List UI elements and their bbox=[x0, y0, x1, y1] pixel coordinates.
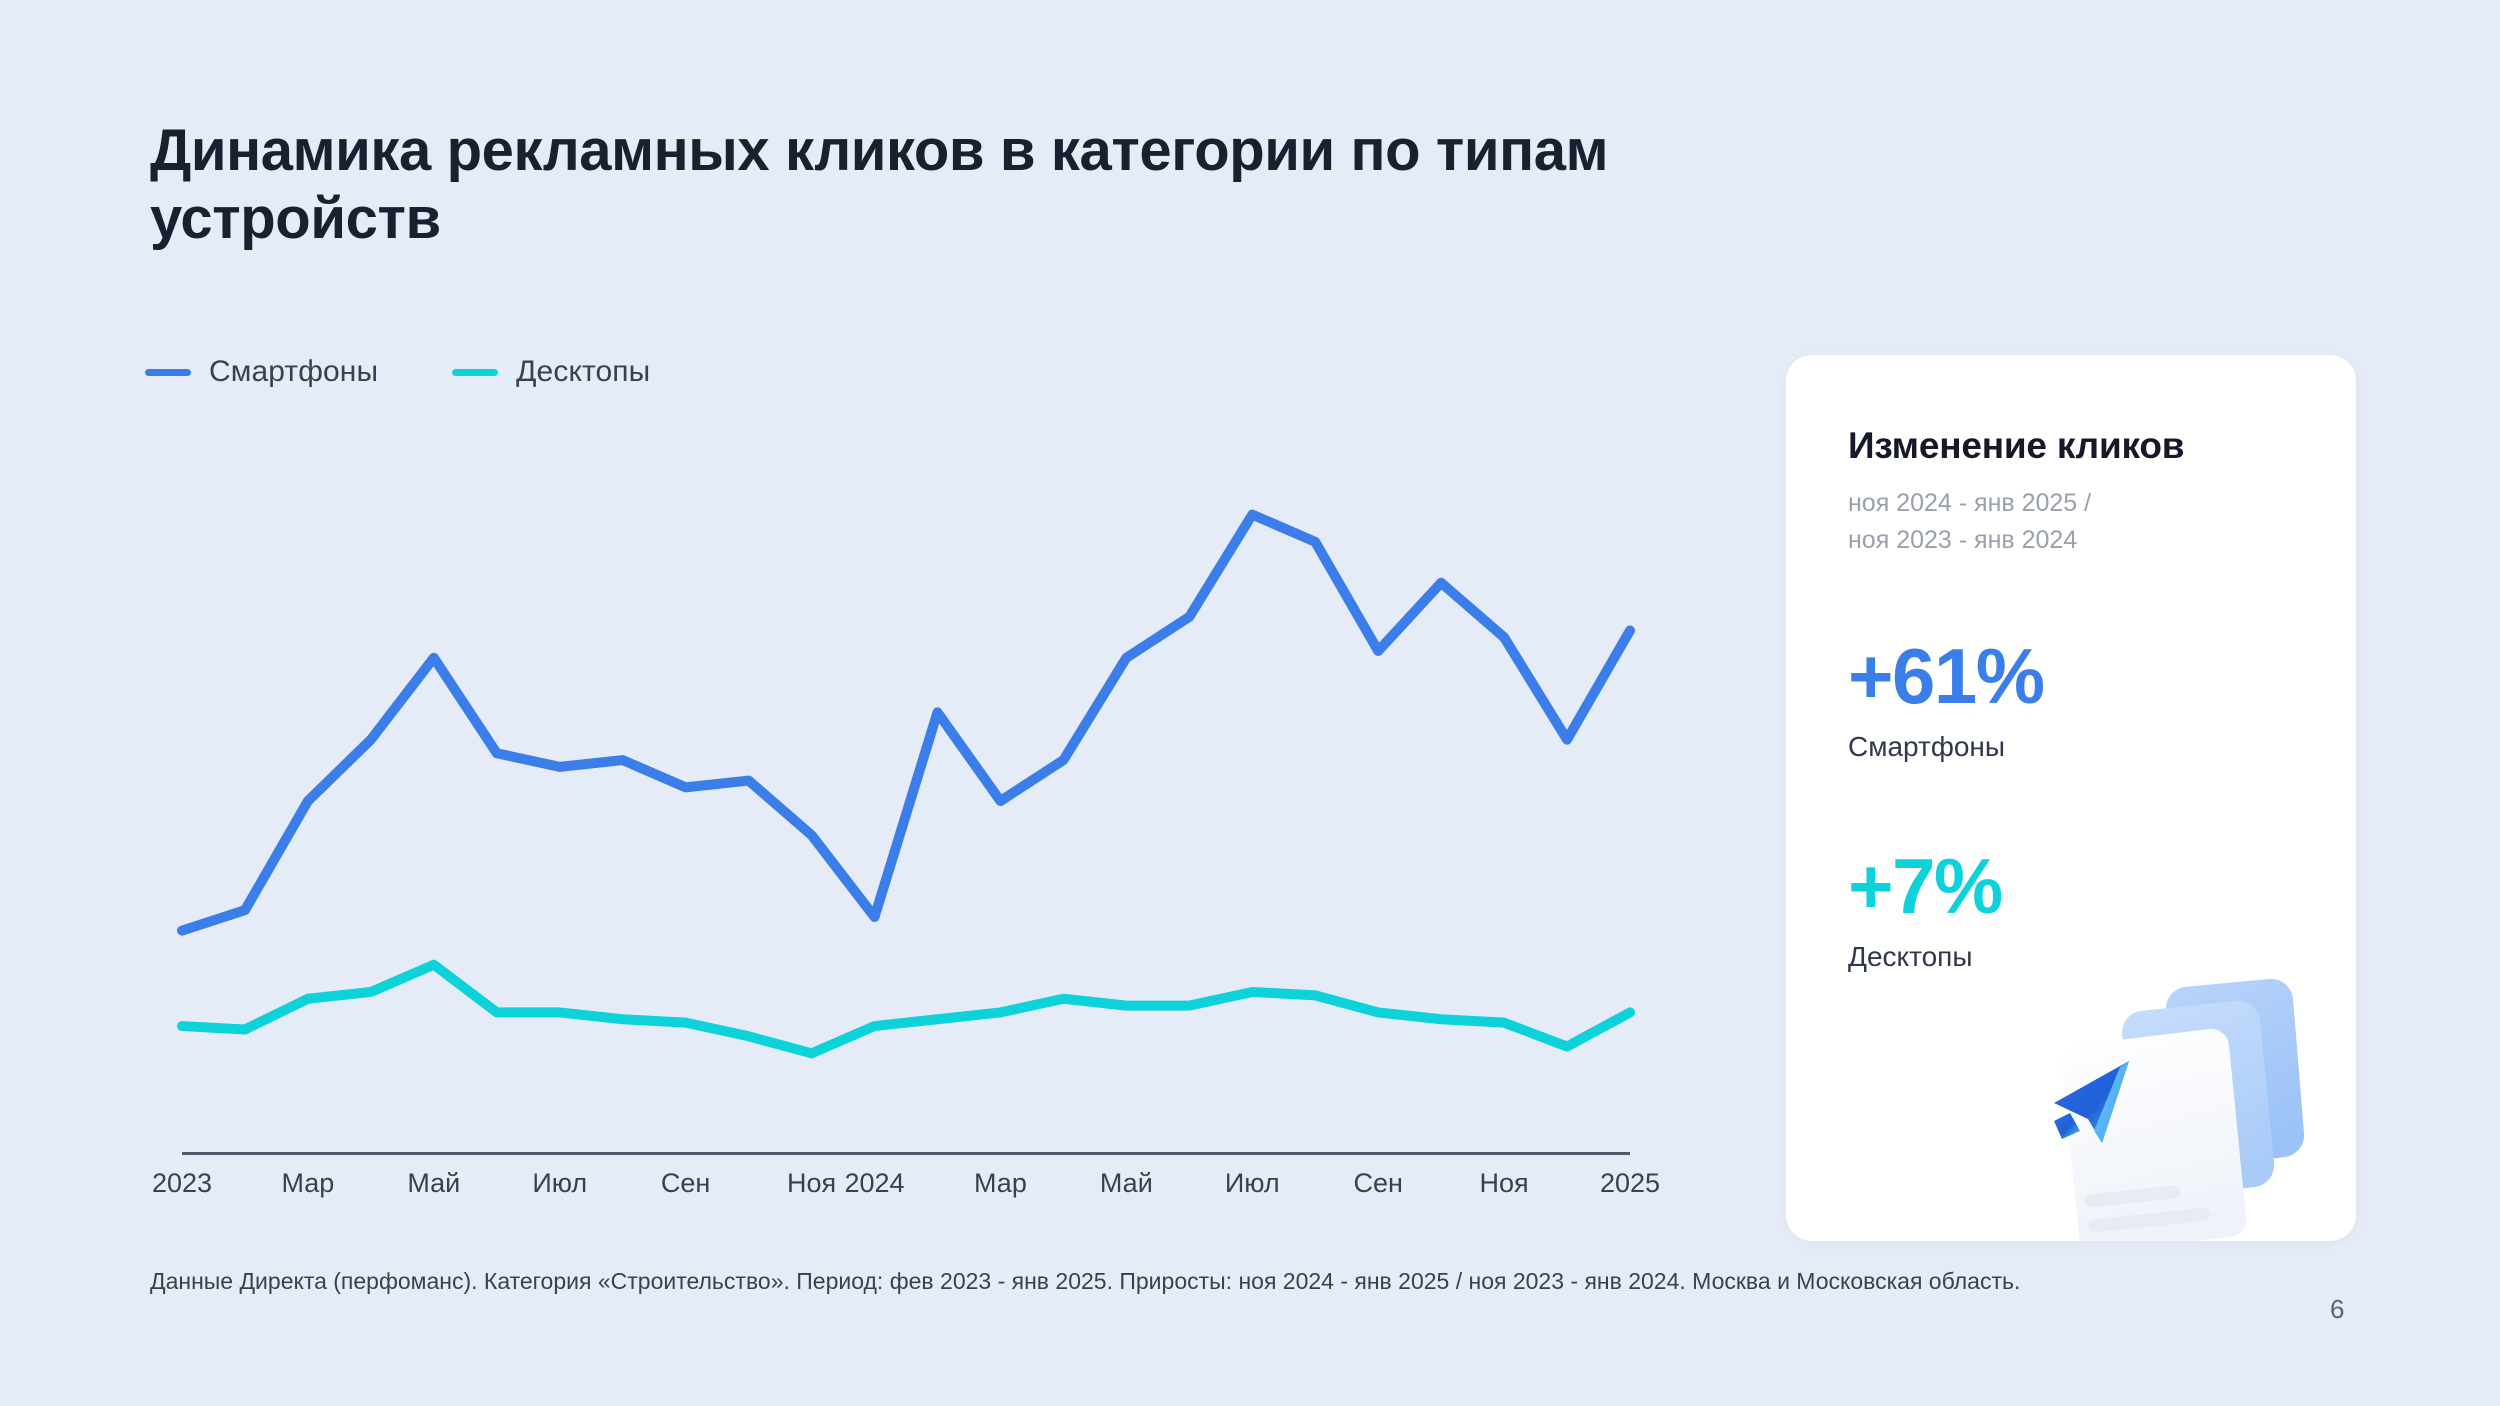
x-axis-tick-label: Май bbox=[407, 1168, 461, 1198]
stat-value-desktops: +7% bbox=[1848, 842, 2003, 930]
x-axis-tick-label: Сен bbox=[1353, 1168, 1403, 1198]
x-axis-tick-label: Ноя bbox=[1479, 1168, 1529, 1198]
x-axis-tick-label: Ноя bbox=[786, 1168, 837, 1198]
series-line-smartphones bbox=[177, 509, 1635, 936]
x-axis-tick-label: Июл bbox=[1224, 1168, 1280, 1198]
legend-label-desktops: Десктопы bbox=[516, 355, 651, 388]
chart-plot-svg bbox=[177, 509, 1635, 1059]
stat-smartphones: +61% Смартфоны bbox=[1848, 632, 2045, 763]
stat-label-desktops: Десктопы bbox=[1848, 941, 1973, 972]
stat-label-smartphones: Смартфоны bbox=[1848, 731, 2006, 762]
stat-card: Изменение кликов ноя 2024 - янв 2025 / н… bbox=[1786, 355, 2356, 1241]
line-chart: 2023 Мар Май Июл Сен Ноя 2024 Мар Май Июл Сен Ноя 20… bbox=[150, 420, 1660, 1198]
chart-legend: Смартфоны Десктопы bbox=[145, 355, 650, 389]
x-axis-tick-label: Мар bbox=[974, 1168, 1027, 1198]
x-axis-tick-labels: 2023 Мар Май Июл Сен Ноя 2024 Мар Май Июл Сен Ноя 20… bbox=[150, 1168, 1660, 1212]
x-axis-tick-label: Май bbox=[1099, 1168, 1153, 1198]
legend-color-swatch-smartphones bbox=[145, 368, 191, 376]
legend-color-swatch-desktops bbox=[452, 368, 499, 376]
stat-value-smartphones: +61% bbox=[1848, 632, 2045, 720]
stat-card-subtitle: ноя 2024 - янв 2025 / ноя 2023 - янв 202… bbox=[1848, 489, 2092, 554]
x-axis-line bbox=[182, 1152, 1630, 1155]
x-axis-tick-label: 2024 bbox=[844, 1168, 905, 1198]
legend-item-smartphones[interactable]: Смартфоны bbox=[145, 355, 378, 389]
footnote: Данные Директа (перфоманс). Категория «С… bbox=[150, 1268, 2021, 1294]
page-title: Динамика рекламных кликов в категории по… bbox=[150, 117, 1609, 251]
x-axis-tick-label: Мар bbox=[281, 1168, 335, 1198]
x-axis-tick-label: 2025 bbox=[1599, 1168, 1661, 1198]
series-line-desktops bbox=[177, 959, 1635, 1059]
cursor-documents-illustration bbox=[2054, 978, 2305, 1241]
x-axis-tick-label: Июл bbox=[532, 1168, 588, 1198]
x-axis-tick-label: Сен bbox=[660, 1168, 711, 1198]
legend-label-smartphones: Смартфоны bbox=[209, 355, 379, 388]
stat-card-title: Изменение кликов bbox=[1848, 425, 2185, 466]
legend-item-desktops[interactable]: Десктопы bbox=[452, 355, 650, 389]
stat-desktops: +7% Десктопы bbox=[1848, 842, 2003, 973]
page-number: 6 bbox=[2330, 1294, 2345, 1324]
x-axis-tick-label: 2023 bbox=[151, 1168, 213, 1198]
